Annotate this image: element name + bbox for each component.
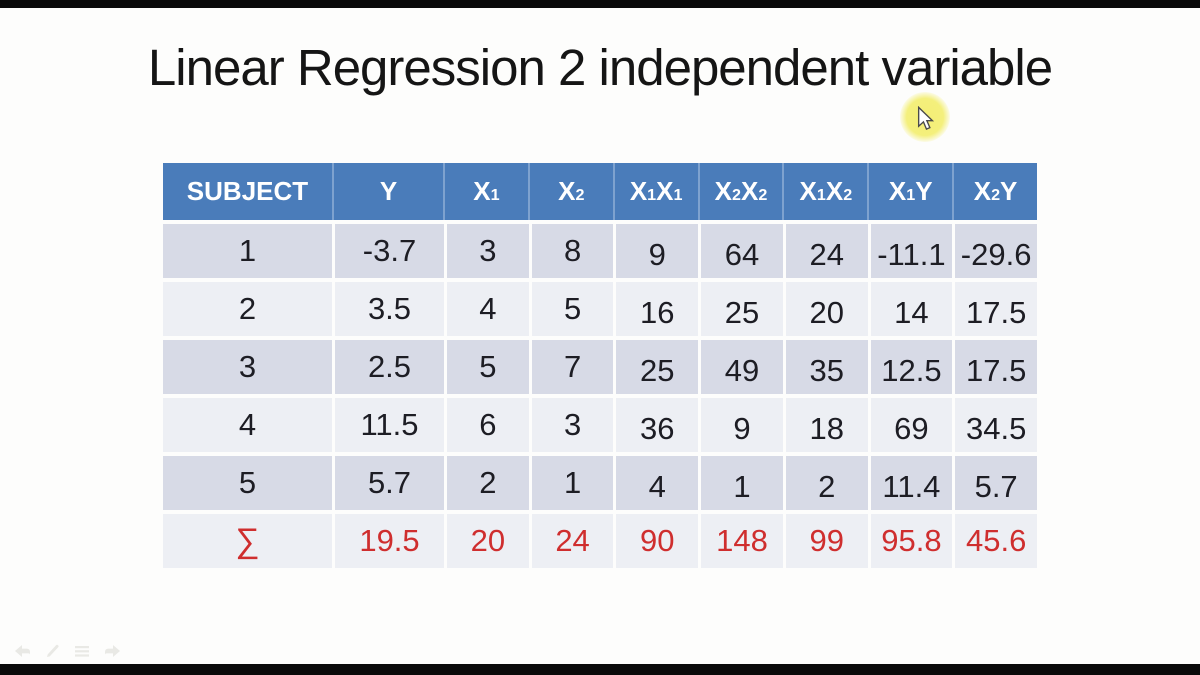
sum-cell: 45.6 [955,514,1037,568]
table-row: 4 11.5 6 3 36 9 18 69 34.5 [163,398,1037,452]
table-cell: 49 [701,340,783,394]
column-header: SUBJECT [163,163,332,220]
table-cell: 12.5 [870,340,953,394]
table-cell: 36 [616,398,699,452]
table-cell: 17.5 [955,340,1037,394]
table-cell: 18 [785,398,868,452]
table-cell: 9 [616,224,699,278]
table-cell: 6 [447,398,529,452]
sum-cell: 19.5 [335,514,444,568]
table-cell: 34.5 [955,398,1037,452]
table-cell: 4 [447,282,529,336]
sum-cell: 148 [701,514,783,568]
table-cell: 69 [870,398,953,452]
table-cell: 5.7 [955,456,1037,510]
table-cell: 16 [616,282,699,336]
back-arrow-icon[interactable] [13,642,31,660]
sum-cell: 99 [785,514,868,568]
sum-row: ∑ 19.5 20 24 90 148 99 95.8 45.6 [163,514,1037,568]
table-cell: 4 [163,398,332,452]
table-cell: 7 [531,340,614,394]
sum-cell: 95.8 [870,514,953,568]
table-cell: 5 [163,456,332,510]
table-cell: 17.5 [955,282,1037,336]
table-cell: 25 [701,282,783,336]
table-cell: 5 [531,282,614,336]
sum-cell: ∑ [163,514,332,568]
table-cell: 64 [701,224,783,278]
table-cell: 3 [531,398,614,452]
table-cell: -3.7 [335,224,444,278]
table-cell: 2.5 [335,340,444,394]
mouse-cursor [917,106,934,131]
table-cell: 1 [701,456,783,510]
table-cell: 14 [870,282,953,336]
table-row: 1 -3.7 3 8 9 64 24 -11.1 -29.6 [163,224,1037,278]
column-header: Y [334,163,443,220]
menu-icon[interactable] [73,642,91,660]
sum-cell: 24 [531,514,614,568]
slide-title: Linear Regression 2 independent variable [147,39,1053,96]
table-cell: 11.5 [335,398,444,452]
table-row: 5 5.7 2 1 4 1 2 11.4 5.7 [163,456,1037,510]
letterbox-bottom [0,664,1200,675]
table-cell: 3 [163,340,332,394]
forward-arrow-icon[interactable] [103,642,121,660]
table-row: 3 2.5 5 7 25 49 35 12.5 17.5 [163,340,1037,394]
letterbox-top [0,0,1200,8]
table-cell: 1 [531,456,614,510]
table-cell: -29.6 [955,224,1037,278]
table-cell: 24 [785,224,868,278]
sum-cell: 90 [616,514,699,568]
table-cell: 5 [447,340,529,394]
table-cell: 8 [531,224,614,278]
table-cell: 2 [785,456,868,510]
table-row: 2 3.5 4 5 16 25 20 14 17.5 [163,282,1037,336]
slideshow-controls [13,642,121,660]
table-cell: 20 [785,282,868,336]
table-header-row: SUBJECT Y X 1 X 2 X 1 X 1 X 2 X 2 X 1 X 2 X 1 Y X 2 Y [163,163,1037,220]
table-cell: -11.1 [870,224,953,278]
table-cell: 25 [616,340,699,394]
table-cell: 3 [447,224,529,278]
table-cell: 1 [163,224,332,278]
table-cell: 9 [701,398,783,452]
table-cell: 4 [616,456,699,510]
table-cell: 11.4 [870,456,953,510]
table-cell: 35 [785,340,868,394]
pen-icon[interactable] [43,642,61,660]
sum-cell: 20 [447,514,529,568]
table-cell: 5.7 [335,456,444,510]
table-cell: 3.5 [335,282,444,336]
table-cell: 2 [163,282,332,336]
table-cell: 2 [447,456,529,510]
slide: Linear Regression 2 independent variable… [0,8,1200,664]
regression-data-table: SUBJECT Y X 1 X 2 X 1 X 1 X 2 X 2 X 1 X 2 X 1 Y X 2 Y 1 -3.7 3 8 9 64… [163,163,1037,572]
